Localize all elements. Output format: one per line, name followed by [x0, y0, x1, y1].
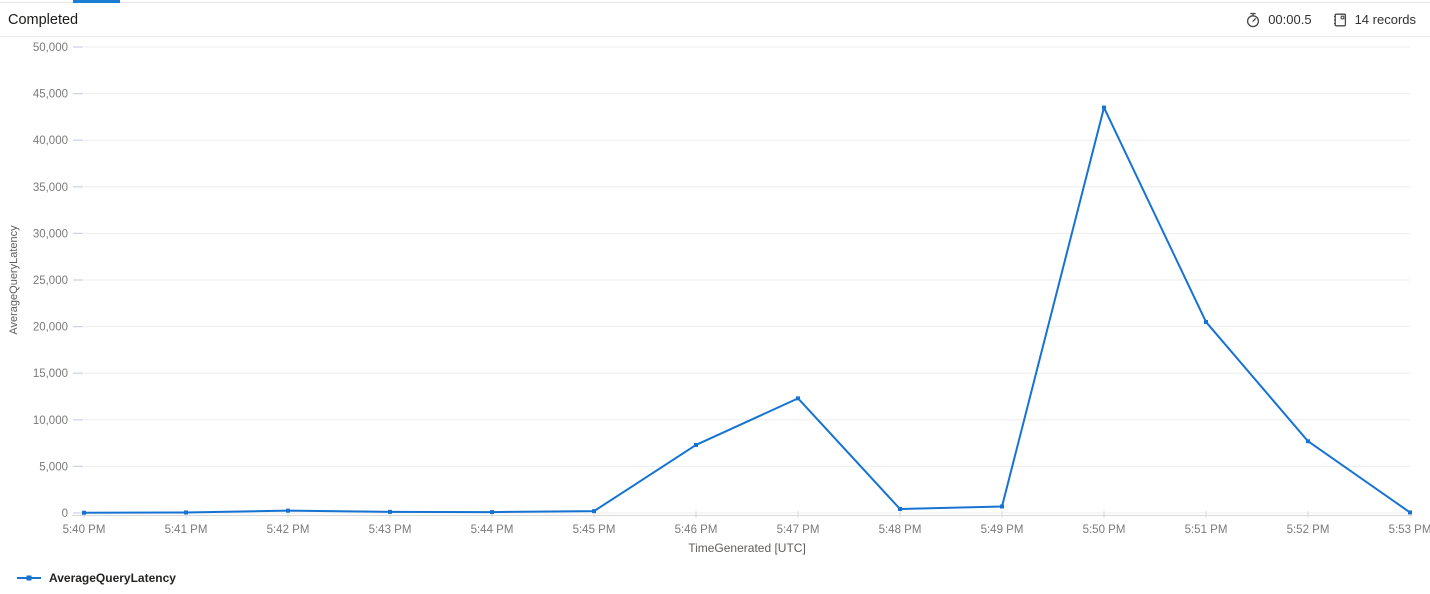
svg-text:0: 0: [62, 508, 68, 520]
query-status-label: Completed: [8, 11, 79, 28]
svg-text:5:43 PM: 5:43 PM: [369, 524, 412, 536]
legend-label: AverageQueryLatency: [49, 571, 176, 585]
svg-text:5:47 PM: 5:47 PM: [777, 524, 820, 536]
svg-text:5:44 PM: 5:44 PM: [471, 524, 514, 536]
svg-text:15,000: 15,000: [33, 368, 68, 380]
svg-text:5:50 PM: 5:50 PM: [1083, 524, 1126, 536]
svg-text:30,000: 30,000: [33, 228, 68, 240]
svg-text:5:41 PM: 5:41 PM: [165, 524, 208, 536]
legend-line-marker-icon: [17, 575, 41, 581]
svg-text:5:40 PM: 5:40 PM: [63, 524, 106, 536]
svg-text:25,000: 25,000: [33, 275, 68, 287]
svg-text:5:45 PM: 5:45 PM: [573, 524, 616, 536]
stopwatch-icon: [1245, 12, 1261, 28]
result-status-bar: Completed 00:00.5: [0, 3, 1430, 37]
svg-text:5,000: 5,000: [39, 461, 68, 473]
svg-text:5:46 PM: 5:46 PM: [675, 524, 718, 536]
elapsed-time-group: 00:00.5: [1245, 12, 1312, 28]
svg-text:20,000: 20,000: [33, 322, 68, 334]
y-axis-title: AverageQueryLatency: [8, 225, 20, 335]
legend-item-average-query-latency[interactable]: AverageQueryLatency: [17, 571, 176, 585]
svg-text:40,000: 40,000: [33, 135, 68, 147]
record-count-group: 14 records: [1332, 12, 1416, 28]
svg-text:5:49 PM: 5:49 PM: [981, 524, 1024, 536]
result-meta: 00:00.5 14 records: [1245, 12, 1416, 28]
record-count-value: 14 records: [1354, 12, 1416, 27]
svg-text:35,000: 35,000: [33, 182, 68, 194]
records-icon: [1332, 12, 1348, 28]
active-tab-indicator: [73, 0, 120, 3]
svg-text:45,000: 45,000: [33, 89, 68, 101]
svg-text:5:51 PM: 5:51 PM: [1185, 524, 1228, 536]
tabstrip-divider: [0, 2, 1430, 3]
x-axis-title: TimeGenerated [UTC]: [688, 541, 806, 555]
svg-text:5:48 PM: 5:48 PM: [879, 524, 922, 536]
svg-text:50,000: 50,000: [33, 42, 68, 54]
svg-text:10,000: 10,000: [33, 415, 68, 427]
svg-text:5:53 PM: 5:53 PM: [1389, 524, 1430, 536]
svg-text:5:42 PM: 5:42 PM: [267, 524, 310, 536]
svg-text:5:52 PM: 5:52 PM: [1287, 524, 1330, 536]
elapsed-time-value: 00:00.5: [1268, 12, 1312, 27]
